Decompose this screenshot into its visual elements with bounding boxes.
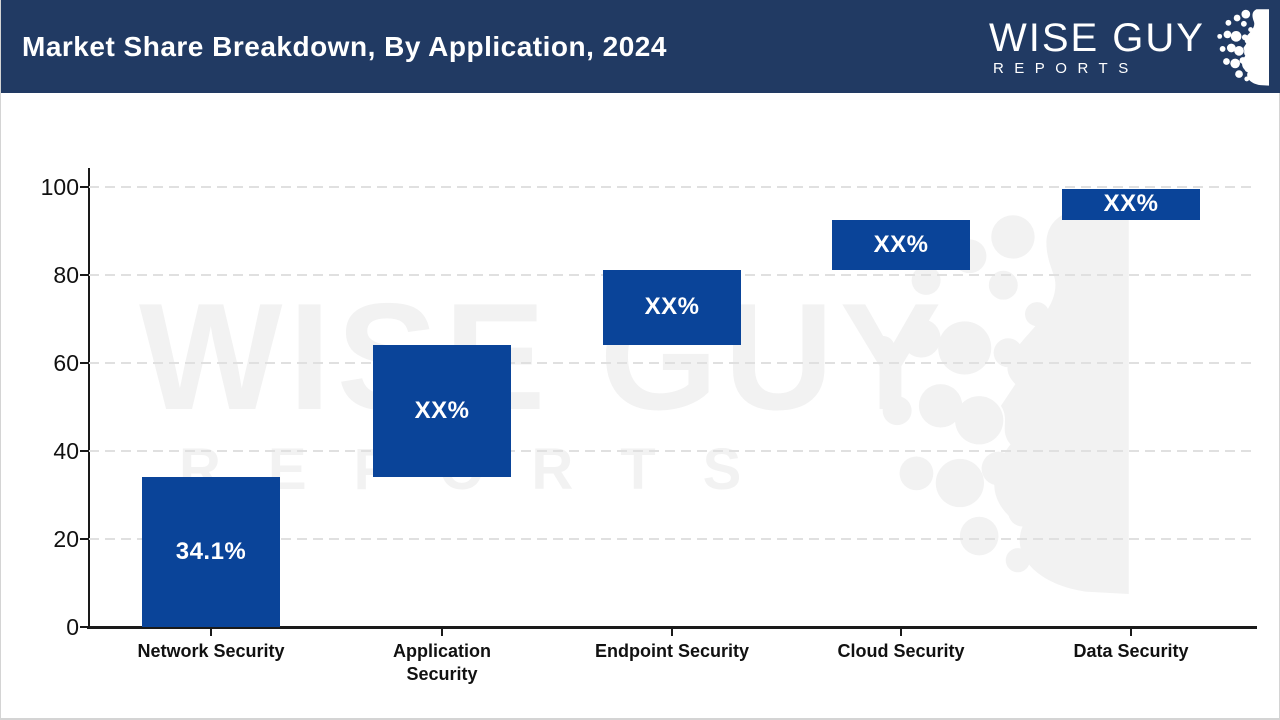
chart-title: Market Share Breakdown, By Application, … <box>22 30 667 62</box>
gridline <box>89 362 1257 364</box>
x-tick <box>1130 629 1132 636</box>
x-category-label: Endpoint Security <box>594 641 749 661</box>
brand-logo: WISE GUY REPORTS <box>989 0 1269 93</box>
y-tick <box>80 538 88 540</box>
y-tick-label: 40 <box>53 438 79 464</box>
bar-segment: XX% <box>832 220 970 271</box>
gridline <box>89 186 1257 188</box>
bar-value-label: 34.1% <box>175 537 247 565</box>
bar-segment: XX% <box>603 270 741 345</box>
bar-segment: XX% <box>373 344 511 477</box>
y-tick-label: 80 <box>53 262 79 288</box>
x-tick <box>671 629 673 636</box>
brand-logo-text: WISE GUY REPORTS <box>989 18 1205 76</box>
x-category-label: Cloud Security <box>837 641 965 661</box>
y-tick-label: 100 <box>40 174 79 200</box>
y-tick <box>80 186 88 188</box>
brand-subname: REPORTS <box>992 59 1139 77</box>
brand-name: WISE GUY <box>988 15 1205 60</box>
y-tick-label: 60 <box>53 350 79 376</box>
x-category-label: Network Security <box>137 641 285 661</box>
header-bar: Market Share Breakdown, By Application, … <box>1 0 1280 93</box>
gridline <box>89 538 1257 540</box>
x-tick <box>441 629 443 636</box>
y-tick <box>80 274 88 276</box>
x-axis-line <box>87 626 1257 629</box>
x-category-label: Data Security <box>1073 641 1189 661</box>
bar-segment: 34.1% <box>142 476 280 627</box>
bar-value-label: XX% <box>873 231 929 259</box>
watermark-text: WISE GUY <box>139 272 948 442</box>
bar-value-label: XX% <box>414 396 470 424</box>
x-tick <box>900 629 902 636</box>
x-tick <box>210 629 212 636</box>
y-tick <box>80 626 88 628</box>
y-tick-label: 0 <box>66 614 79 640</box>
bar-segment: XX% <box>1062 188 1200 220</box>
x-category-label: Application Security <box>393 641 491 684</box>
brand-head-icon <box>1217 8 1269 86</box>
y-tick-label: 20 <box>53 526 79 552</box>
gridline <box>89 450 1257 452</box>
y-tick <box>80 362 88 364</box>
y-tick <box>80 450 88 452</box>
bar-value-label: XX% <box>1103 190 1159 218</box>
bar-value-label: XX% <box>644 293 700 321</box>
y-axis-line <box>88 168 90 628</box>
